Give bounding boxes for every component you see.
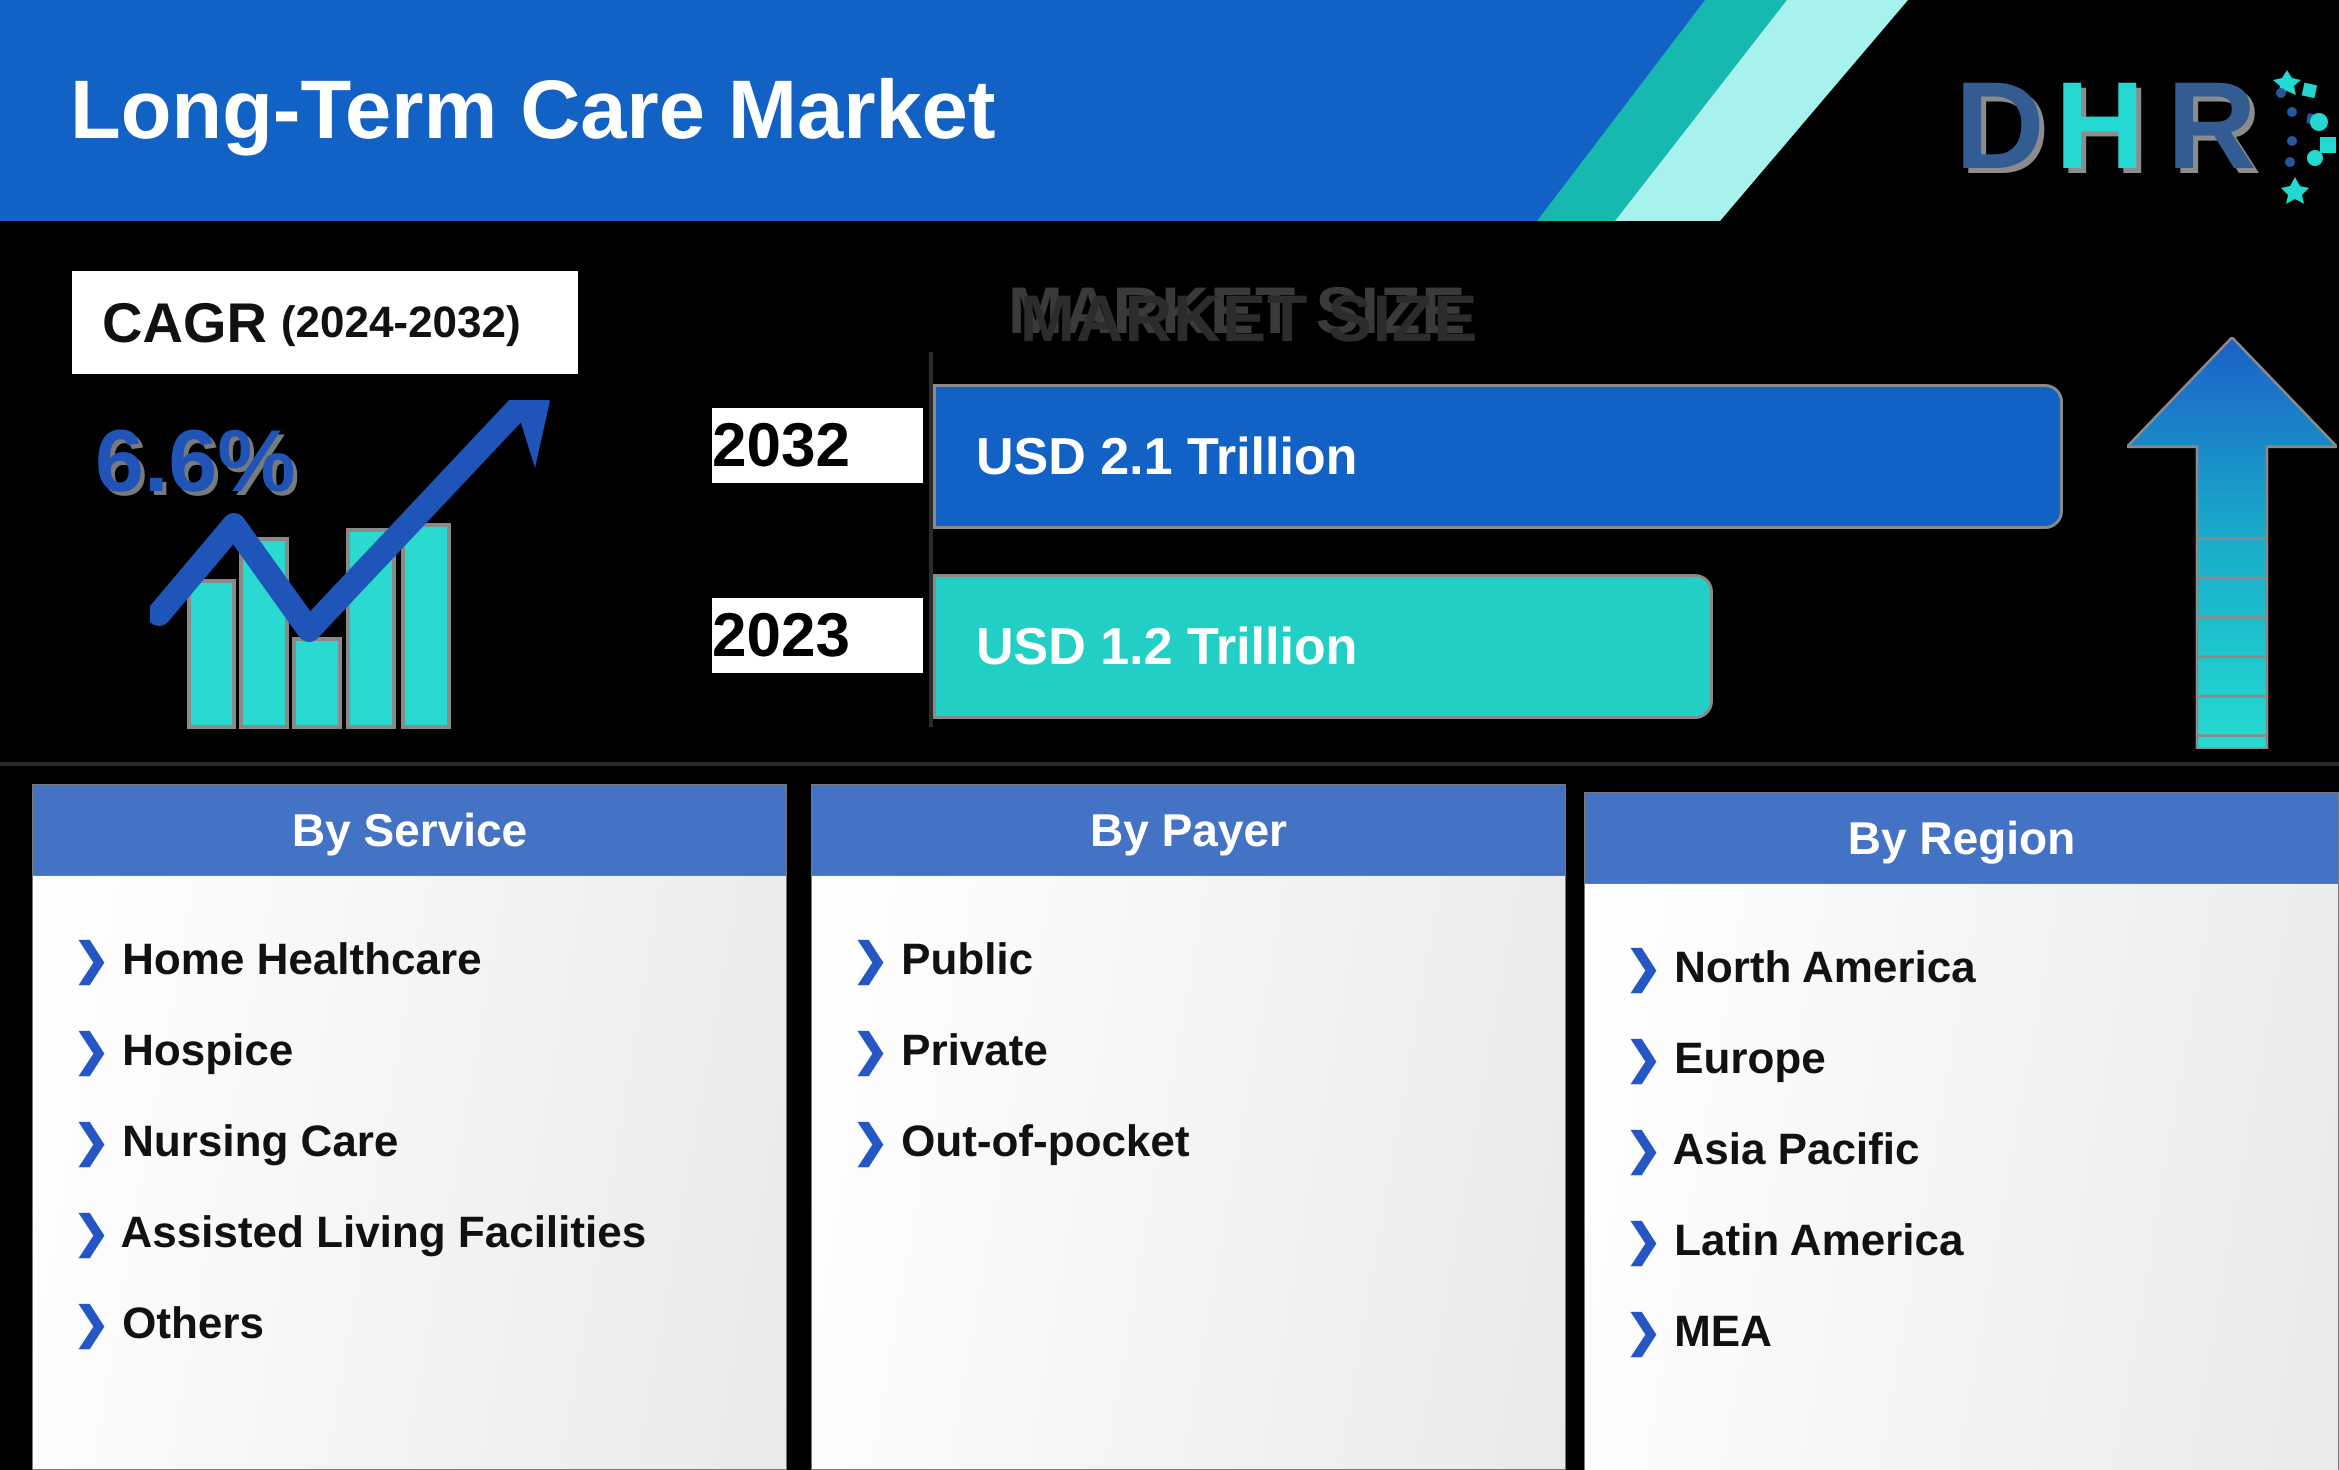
svg-text:R: R xyxy=(2167,57,2254,195)
svg-text:D: D xyxy=(1955,57,2040,195)
svg-text:H: H xyxy=(2055,57,2139,195)
